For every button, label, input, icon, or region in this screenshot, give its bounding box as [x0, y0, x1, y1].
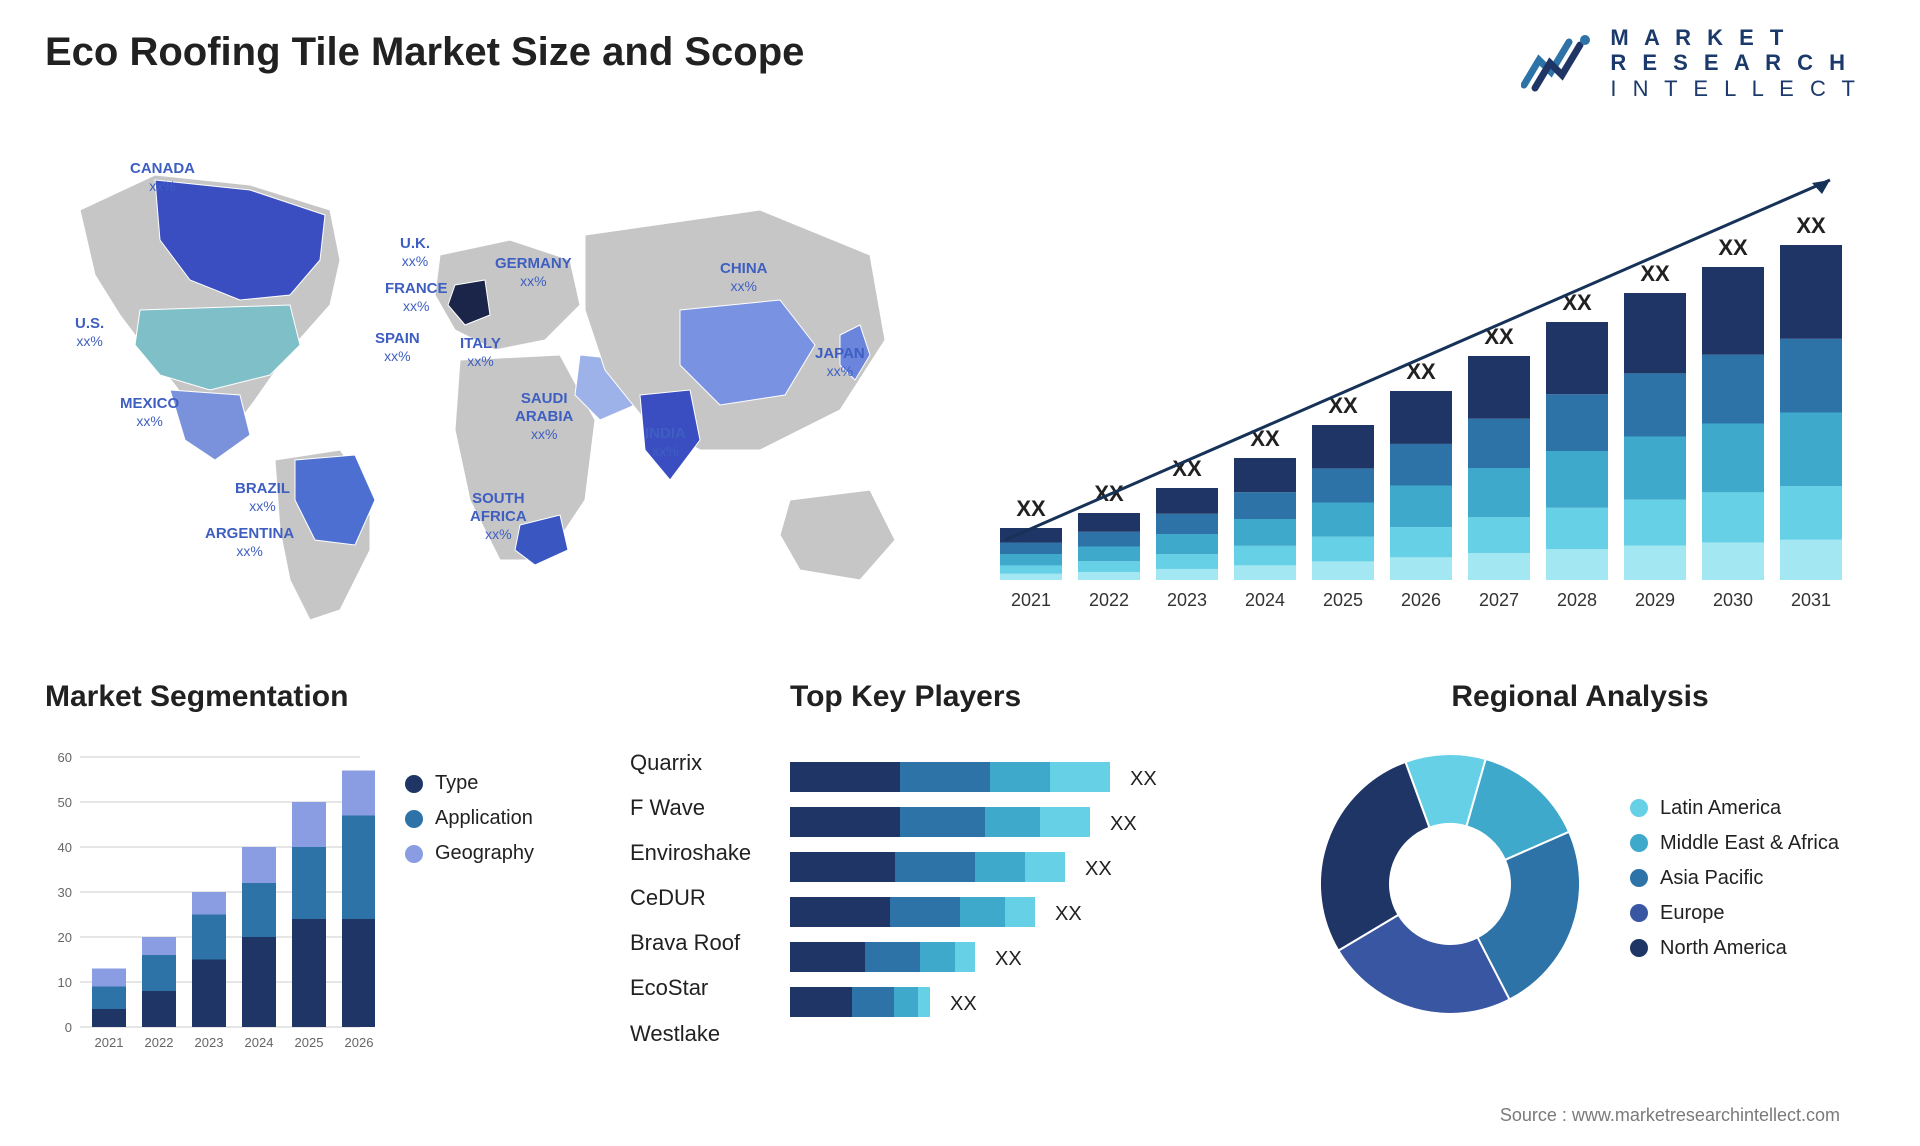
svg-text:XX: XX	[1085, 858, 1112, 880]
segmentation-title: Market Segmentation	[45, 680, 605, 714]
seg-legend-application: Application	[405, 807, 534, 830]
player-brava-roof: Brava Roof	[630, 920, 751, 965]
svg-text:XX: XX	[1796, 213, 1826, 238]
map-label-china: CHINAxx%	[720, 260, 768, 295]
players-title: Top Key Players	[790, 680, 1290, 714]
map-label-germany: GERMANYxx%	[495, 255, 572, 290]
svg-text:2024: 2024	[1245, 590, 1285, 610]
regional-title: Regional Analysis	[1300, 680, 1860, 714]
svg-text:20: 20	[58, 930, 72, 945]
logo-icon	[1521, 30, 1596, 95]
player-quarrix: Quarrix	[630, 740, 751, 785]
map-label-france: FRANCExx%	[385, 280, 448, 315]
map-label-india: INDIAxx%	[645, 425, 686, 460]
region-legend-middle-east-africa: Middle East & Africa	[1630, 832, 1839, 855]
logo-line3: I N T E L L E C T	[1610, 76, 1860, 101]
svg-text:2026: 2026	[1401, 590, 1441, 610]
seg-legend-type: Type	[405, 772, 534, 795]
regional-section: Regional Analysis Latin America Middle Ea…	[1300, 680, 1860, 1090]
svg-text:2028: 2028	[1557, 590, 1597, 610]
svg-text:10: 10	[58, 975, 72, 990]
region-legend-asia-pacific: Asia Pacific	[1630, 867, 1839, 890]
player-ecostar: EcoStar	[630, 965, 751, 1010]
svg-text:50: 50	[58, 795, 72, 810]
svg-text:2022: 2022	[145, 1035, 174, 1050]
svg-text:2023: 2023	[195, 1035, 224, 1050]
svg-text:2022: 2022	[1089, 590, 1129, 610]
map-label-u-k-: U.K.xx%	[400, 235, 430, 270]
svg-text:XX: XX	[950, 993, 977, 1015]
page-title: Eco Roofing Tile Market Size and Scope	[45, 30, 804, 75]
map-label-argentina: ARGENTINAxx%	[205, 525, 294, 560]
svg-text:2023: 2023	[1167, 590, 1207, 610]
svg-text:XX: XX	[1110, 813, 1137, 835]
svg-text:XX: XX	[1130, 768, 1157, 790]
map-label-italy: ITALYxx%	[460, 335, 501, 370]
svg-text:2029: 2029	[1635, 590, 1675, 610]
svg-text:2025: 2025	[1323, 590, 1363, 610]
player-westlake: Westlake	[630, 1011, 751, 1056]
svg-text:0: 0	[65, 1020, 72, 1035]
svg-text:XX: XX	[1055, 903, 1082, 925]
svg-text:2021: 2021	[95, 1035, 124, 1050]
segmentation-section: Market Segmentation 0 10 20 30 40 50 60 2021 202…	[45, 680, 605, 1090]
svg-text:40: 40	[58, 840, 72, 855]
map-label-south-africa: SOUTHAFRICAxx%	[470, 490, 527, 543]
map-label-brazil: BRAZILxx%	[235, 480, 290, 515]
map-label-spain: SPAINxx%	[375, 330, 420, 365]
player-f-wave: F Wave	[630, 785, 751, 830]
region-legend-north-america: North America	[1630, 937, 1839, 960]
svg-text:XX: XX	[1718, 235, 1748, 260]
svg-text:2027: 2027	[1479, 590, 1519, 610]
trend-chart: XX2021XX2022XX2023XX2024XX2025XX2026XX20…	[990, 150, 1860, 630]
map-label-japan: JAPANxx%	[815, 345, 865, 380]
players-section: Top Key Players QuarrixF WaveEnviroshake…	[790, 680, 1290, 1090]
svg-text:2025: 2025	[295, 1035, 324, 1050]
svg-text:2030: 2030	[1713, 590, 1753, 610]
svg-text:2024: 2024	[245, 1035, 274, 1050]
svg-text:60: 60	[58, 750, 72, 765]
map-label-mexico: MEXICOxx%	[120, 395, 179, 430]
region-legend-europe: Europe	[1630, 902, 1839, 925]
region-legend-latin-america: Latin America	[1630, 797, 1839, 820]
svg-text:XX: XX	[995, 948, 1022, 970]
map-label-saudi-arabia: SAUDIARABIAxx%	[515, 390, 573, 443]
map-label-canada: CANADAxx%	[130, 160, 195, 195]
brand-logo: M A R K E T R E S E A R C H I N T E L L …	[1521, 25, 1860, 101]
player-enviroshake: Enviroshake	[630, 830, 751, 875]
player-names-list: QuarrixF WaveEnviroshakeCeDURBrava RoofE…	[630, 740, 751, 1056]
svg-text:2031: 2031	[1791, 590, 1831, 610]
map-label-u-s-: U.S.xx%	[75, 315, 104, 350]
world-map: CANADAxx% U.S.xx% MEXICOxx% BRAZILxx% ARGENT…	[40, 140, 950, 640]
source-text: Source : www.marketresearchintellect.com	[1500, 1105, 1840, 1126]
svg-text:2026: 2026	[345, 1035, 374, 1050]
logo-line1: M A R K E T	[1610, 25, 1860, 50]
svg-text:30: 30	[58, 885, 72, 900]
svg-text:2021: 2021	[1011, 590, 1051, 610]
seg-legend-geography: Geography	[405, 842, 534, 865]
svg-text:XX: XX	[1016, 496, 1046, 521]
player-cedur: CeDUR	[630, 875, 751, 920]
svg-text:XX: XX	[1640, 261, 1670, 286]
logo-line2: R E S E A R C H	[1610, 50, 1860, 75]
